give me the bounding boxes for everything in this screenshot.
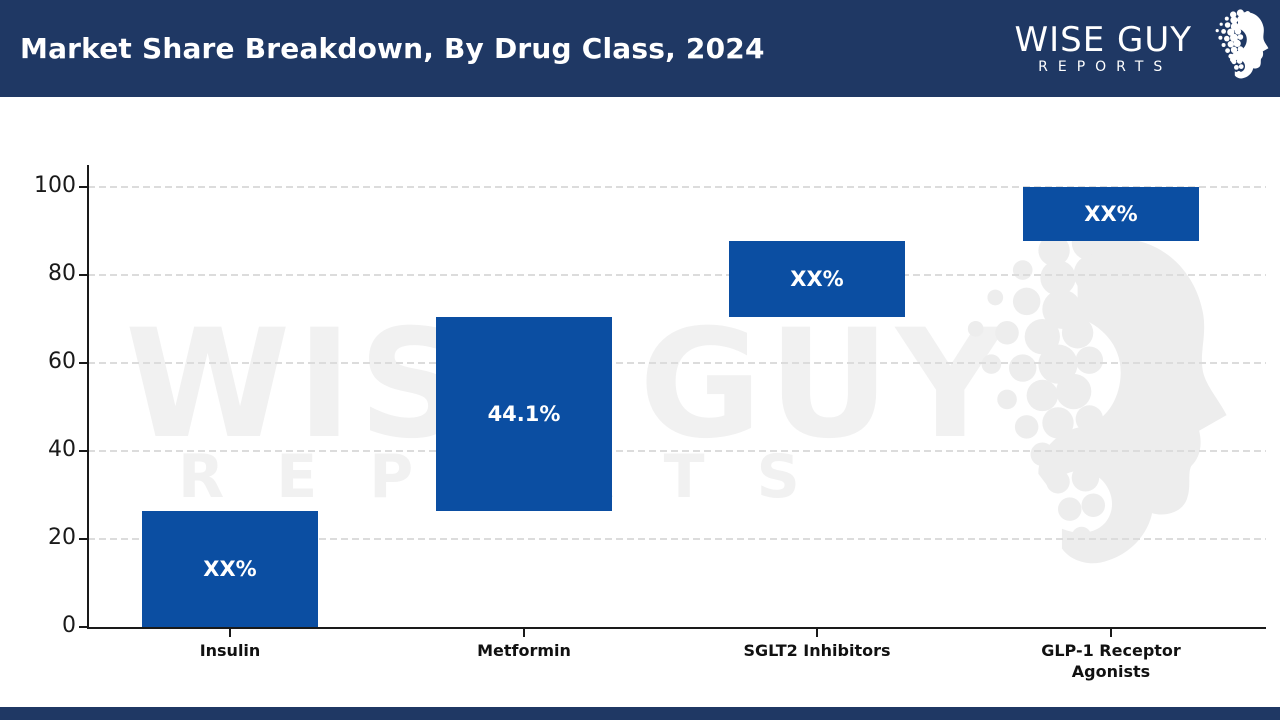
y-gridline — [88, 274, 1266, 276]
x-tick-mark — [523, 629, 525, 637]
x-category-label: SGLT2 Inhibitors — [743, 641, 891, 660]
y-axis-line — [87, 165, 89, 629]
y-tick-label: 60 — [48, 349, 76, 374]
y-tick-label: 0 — [62, 613, 76, 638]
bar-value-label: XX% — [1084, 202, 1138, 227]
x-tick-mark — [229, 629, 231, 637]
y-tick-label: 40 — [48, 437, 76, 462]
y-tick-mark — [79, 538, 88, 540]
y-tick-mark — [79, 362, 88, 364]
chart-title: Market Share Breakdown, By Drug Class, 2… — [20, 32, 765, 65]
x-category-label: Metformin — [477, 641, 571, 660]
x-axis-line — [87, 627, 1266, 629]
bar-segment: XX% — [729, 241, 905, 317]
bar-segment: XX% — [142, 510, 318, 627]
logo-subtext: REPORTS — [1038, 59, 1173, 76]
y-tick-mark — [79, 186, 88, 188]
bar-value-label: 44.1% — [487, 401, 561, 426]
bar-segment: 44.1% — [436, 316, 612, 511]
wiseguy-logo: WISE GUY REPORTS — [1014, 4, 1274, 94]
header-bar: Market Share Breakdown, By Drug Class, 2… — [0, 0, 1280, 97]
y-tick-mark — [79, 450, 88, 452]
y-tick-mark — [79, 274, 88, 276]
y-gridline — [88, 362, 1266, 364]
x-category-label: GLP-1 Receptor Agonists — [1041, 641, 1181, 681]
bar-value-label: XX% — [203, 556, 257, 581]
logo-wordmark: WISE GUY — [1014, 19, 1192, 60]
footer-bar — [0, 707, 1280, 720]
y-tick-label: 20 — [48, 525, 76, 550]
y-gridline — [88, 538, 1266, 540]
wiseguy-head-icon — [1194, 7, 1274, 91]
y-tick-mark — [79, 626, 88, 628]
y-tick-label: 80 — [48, 261, 76, 286]
bar-value-label: XX% — [790, 266, 844, 291]
y-gridline — [88, 450, 1266, 452]
logo-text: WISE GUY REPORTS — [1014, 19, 1192, 76]
x-tick-mark — [1110, 629, 1112, 637]
x-category-label: Insulin — [199, 641, 261, 660]
y-tick-label: 100 — [34, 173, 76, 198]
y-gridline — [88, 186, 1266, 188]
bar-segment: XX% — [1023, 187, 1199, 242]
x-tick-mark — [816, 629, 818, 637]
